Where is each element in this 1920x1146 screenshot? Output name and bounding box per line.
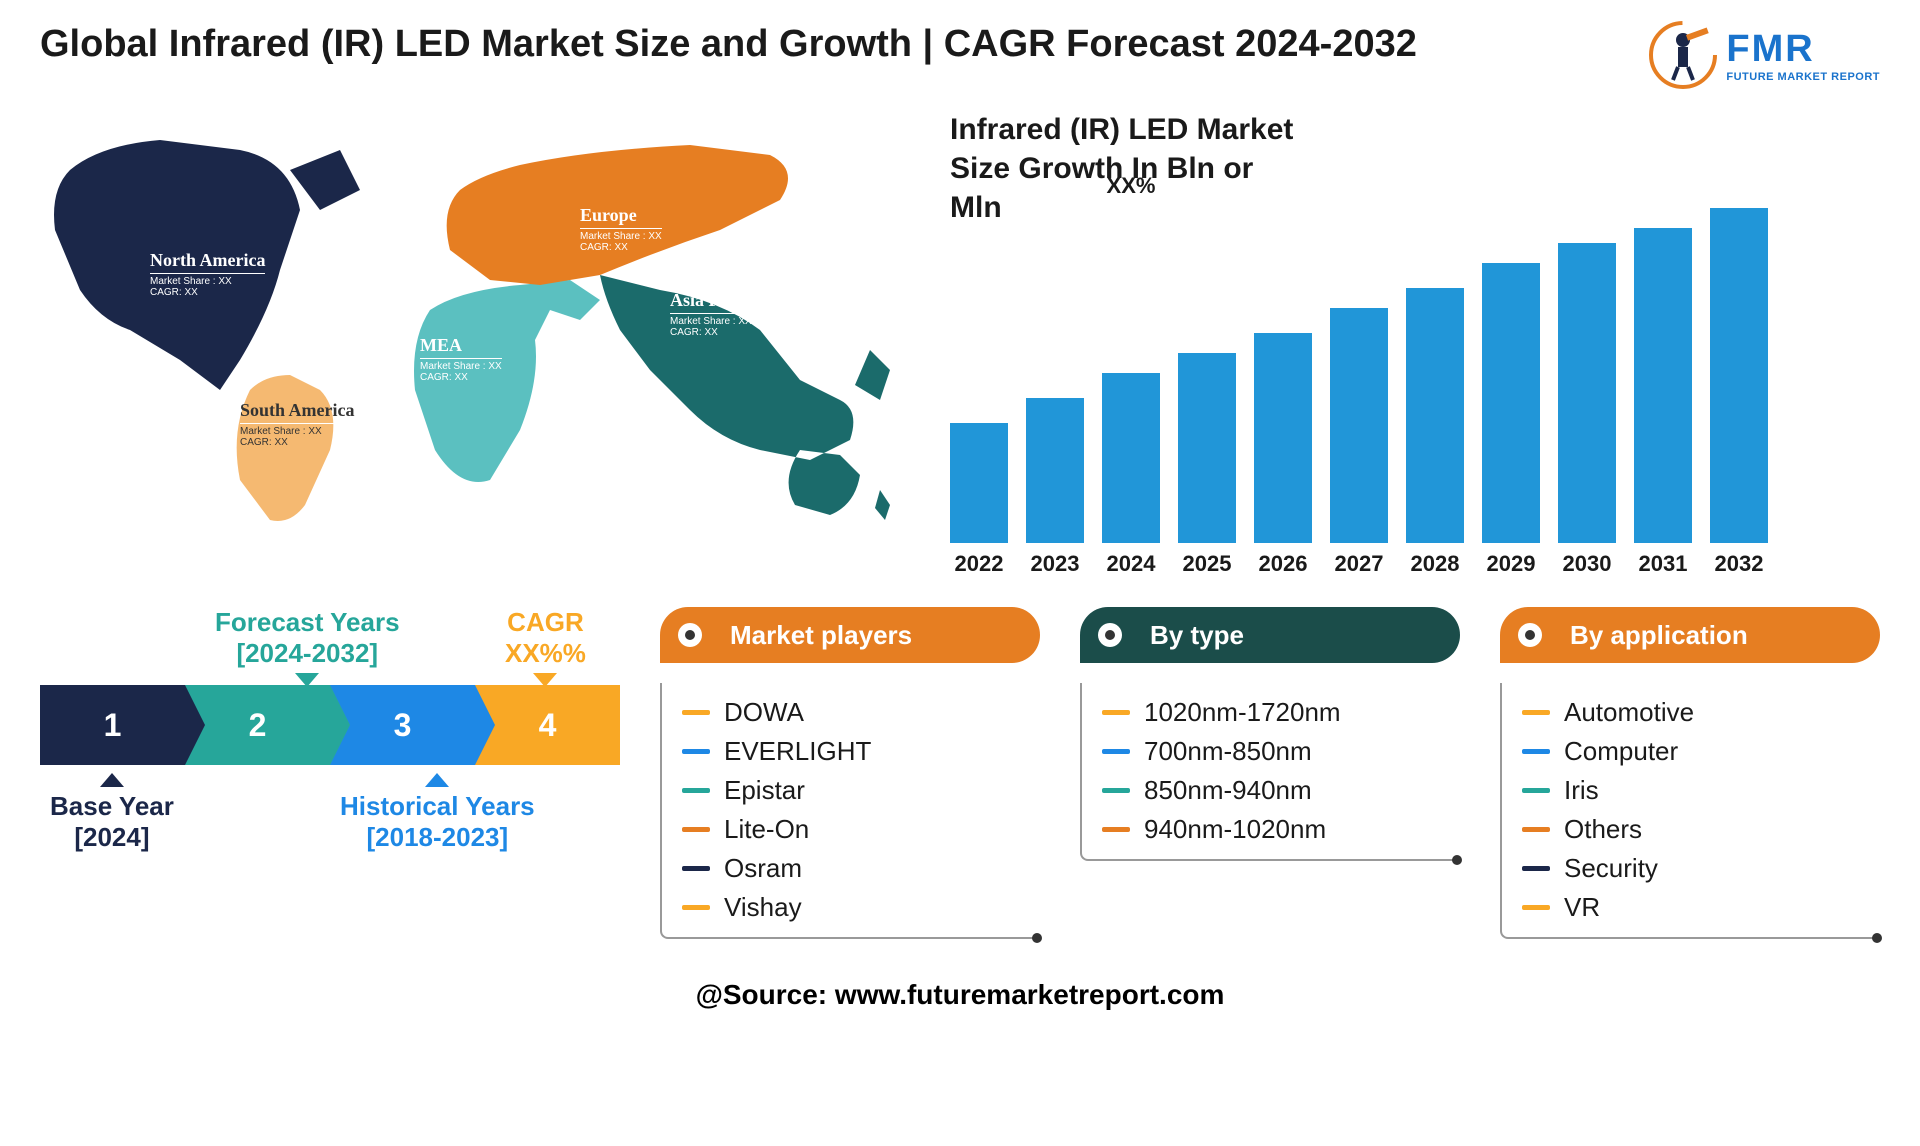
world-map: North AmericaMarket Share : XXCAGR: XX So…: [40, 110, 920, 530]
market-players-block: Market players DOWAEVERLIGHTEpistarLite-…: [660, 607, 1040, 939]
by-application-header-text: By application: [1570, 620, 1748, 651]
region-label-asia-pacific: Asia PacificMarket Share : XXCAGR: XX: [670, 290, 760, 338]
bar-2028: 2028: [1406, 288, 1464, 577]
bar-2032: XX%2032: [1710, 208, 1768, 577]
bar-2031: 2031: [1634, 228, 1692, 577]
by-type-header: By type: [1080, 607, 1460, 663]
bar-2027: 2027: [1330, 308, 1388, 577]
by-application-header: By application: [1500, 607, 1880, 663]
application-item: Others: [1522, 810, 1880, 849]
region-label-south-america: South AmericaMarket Share : XXCAGR: XX: [240, 400, 355, 448]
market-players-header-text: Market players: [730, 620, 912, 651]
bar-2024: XX%2024: [1102, 373, 1160, 577]
timeline-label-bot: Base Year[2024]: [50, 773, 174, 853]
timeline-segment-2: 2: [185, 685, 330, 765]
type-item: 940nm-1020nm: [1102, 810, 1460, 849]
market-player-item: Osram: [682, 849, 1040, 888]
bar-2026: 2026: [1254, 333, 1312, 577]
application-item: Security: [1522, 849, 1880, 888]
timeline-segment-1: 1: [40, 685, 185, 765]
timeline-segment-3: 3: [330, 685, 475, 765]
region-label-north-america: North AmericaMarket Share : XXCAGR: XX: [150, 250, 265, 298]
application-item: Iris: [1522, 771, 1880, 810]
market-player-item: Lite-On: [682, 810, 1040, 849]
bar-2029: 2029: [1482, 263, 1540, 577]
timeline-segment-4: 4: [475, 685, 620, 765]
type-item: 1020nm-1720nm: [1102, 693, 1460, 732]
chart-title: Infrared (IR) LED Market Size Growth In …: [950, 110, 1300, 227]
application-item: VR: [1522, 888, 1880, 927]
market-player-item: Epistar: [682, 771, 1040, 810]
timeline-label-top: Forecast Years[2024-2032]: [215, 607, 400, 691]
market-player-item: EVERLIGHT: [682, 732, 1040, 771]
by-application-block: By application AutomotiveComputerIrisOth…: [1500, 607, 1880, 939]
application-item: Automotive: [1522, 693, 1880, 732]
bar-2023: 2023: [1026, 398, 1084, 577]
market-player-item: DOWA: [682, 693, 1040, 732]
application-item: Computer: [1522, 732, 1880, 771]
region-label-mea: MEAMarket Share : XXCAGR: XX: [420, 335, 502, 383]
by-type-header-text: By type: [1150, 620, 1244, 651]
timeline-label-top: CAGRXX%%: [505, 607, 586, 691]
by-type-block: By type 1020nm-1720nm700nm-850nm850nm-94…: [1080, 607, 1460, 939]
fmr-logo: FMR FUTURE MARKET REPORT: [1648, 20, 1880, 90]
market-player-item: Vishay: [682, 888, 1040, 927]
bar-2025: 2025: [1178, 353, 1236, 577]
timeline-label-bot: Historical Years[2018-2023]: [340, 773, 535, 853]
type-item: 850nm-940nm: [1102, 771, 1460, 810]
logo-text-main: FMR: [1726, 28, 1880, 71]
region-label-europe: EuropeMarket Share : XXCAGR: XX: [580, 205, 662, 253]
logo-telescope-icon: [1648, 20, 1718, 90]
map-svg: [40, 110, 920, 530]
page-title: Global Infrared (IR) LED Market Size and…: [40, 20, 1417, 69]
source-text: @Source: www.futuremarketreport.com: [40, 979, 1880, 1011]
logo-text-sub: FUTURE MARKET REPORT: [1726, 71, 1880, 83]
timeline-block: Forecast Years[2024-2032] CAGRXX%% 1234 B…: [40, 607, 620, 939]
bar-2030: 2030: [1558, 243, 1616, 577]
market-players-header: Market players: [660, 607, 1040, 663]
type-item: 700nm-850nm: [1102, 732, 1460, 771]
bar-2022: 2022: [950, 423, 1008, 577]
bar-chart: Infrared (IR) LED Market Size Growth In …: [950, 110, 1880, 577]
